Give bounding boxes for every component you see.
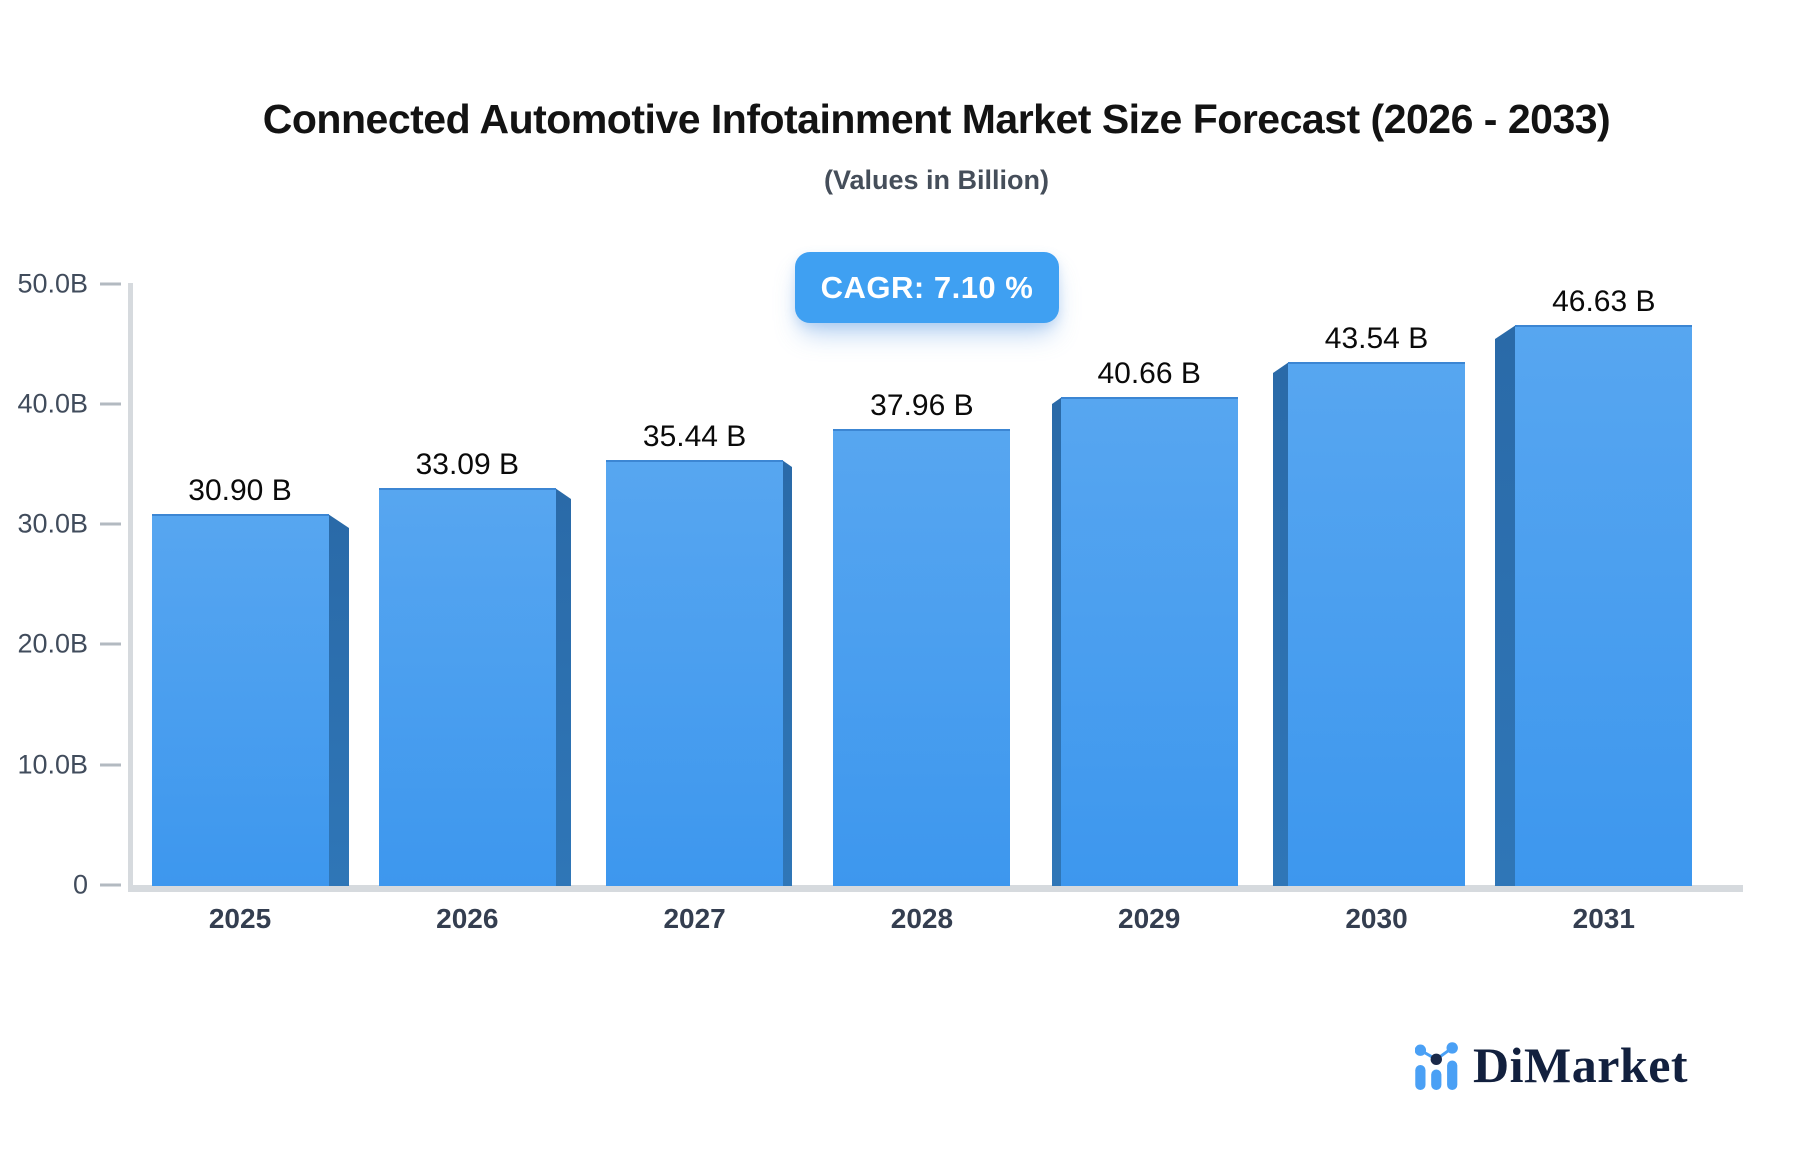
x-axis-label-2025: 2025 <box>208 903 272 934</box>
bar-value-label-2029: 40.66 B <box>1097 357 1201 390</box>
brand-name: DiMarket <box>1473 1037 1689 1093</box>
y-tick-dash <box>100 402 121 406</box>
bar-value-label-2031: 46.63 B <box>1552 285 1656 318</box>
bar-value-label-2030: 43.54 B <box>1324 322 1429 355</box>
bar-side-face-2027 <box>782 460 792 886</box>
x-axis-label-2031: 2031 <box>1572 903 1635 934</box>
cagr-badge: CAGR: 7.10 % <box>795 252 1059 323</box>
bar-side-face-2031 <box>1495 325 1516 886</box>
y-tick-label: 10.0B <box>17 749 88 780</box>
brand-logo: DiMarket <box>1415 1040 1688 1090</box>
y-tick-dash <box>100 282 121 285</box>
y-tick-dash <box>100 522 121 526</box>
x-axis-label-2026: 2026 <box>436 903 499 934</box>
y-tick-label: 40.0B <box>17 388 88 419</box>
x-axis-label-2029: 2029 <box>1118 903 1181 934</box>
bar-2028[interactable] <box>833 429 1010 886</box>
bar-side-face-2029 <box>1052 397 1062 886</box>
mini-bar-chart-icon <box>1415 1042 1458 1090</box>
bar-value-label-2026: 33.09 B <box>415 448 520 481</box>
bar-2027[interactable] <box>606 460 783 886</box>
x-axis-label-2027: 2027 <box>663 903 726 934</box>
bar-side-face-2030 <box>1273 362 1289 886</box>
bar-side-face-2026 <box>555 488 571 886</box>
bar-side-face-2025 <box>328 514 349 886</box>
bar-value-label-2025: 30.90 B <box>188 474 292 507</box>
y-tick-label: 20.0B <box>17 628 88 659</box>
bar-2030[interactable] <box>1288 362 1465 886</box>
bar-2026[interactable] <box>379 488 556 886</box>
bar-value-label-2028: 37.96 B <box>870 389 974 422</box>
x-axis-line <box>128 885 1743 892</box>
bar-2031[interactable] <box>1515 325 1692 886</box>
chart-header: Connected Automotive Infotainment Market… <box>130 0 1743 196</box>
bar-value-label-2027: 35.44 B <box>642 420 747 453</box>
y-tick-label: 0 <box>72 869 88 900</box>
chart-title: Connected Automotive Infotainment Market… <box>262 96 1611 142</box>
x-axis-label-2030: 2030 <box>1345 903 1408 934</box>
y-tick-dash <box>100 883 121 887</box>
y-tick-label: 50.0B <box>17 268 88 298</box>
y-tick-dash <box>100 642 121 646</box>
bar-2029[interactable] <box>1061 397 1238 886</box>
x-axis-label-2028: 2028 <box>890 903 954 934</box>
bar-2025[interactable] <box>152 514 329 886</box>
y-tick-dash <box>100 763 121 767</box>
y-axis-line <box>128 283 133 891</box>
y-tick-label: 30.0B <box>17 508 88 539</box>
chart-subtitle: (Values in Billion) <box>823 165 1050 196</box>
